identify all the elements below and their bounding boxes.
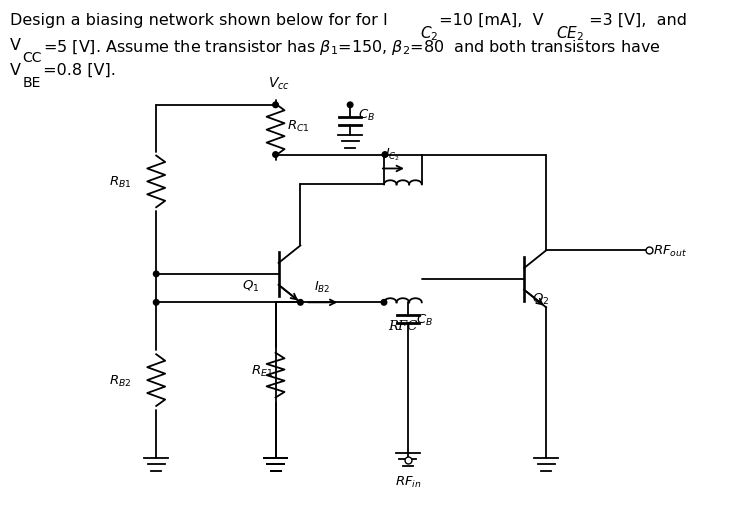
Text: V: V bbox=[10, 38, 21, 52]
Circle shape bbox=[347, 103, 353, 108]
Text: $Q_1$: $Q_1$ bbox=[242, 279, 259, 294]
Text: $V_{cc}$: $V_{cc}$ bbox=[269, 75, 291, 92]
Text: $CE_2$: $CE_2$ bbox=[556, 24, 584, 43]
Text: Design a biasing network shown below for for I: Design a biasing network shown below for… bbox=[10, 13, 388, 27]
Text: $I_{B2}$: $I_{B2}$ bbox=[314, 280, 331, 295]
Circle shape bbox=[381, 300, 387, 305]
Text: $R_{C1}$: $R_{C1}$ bbox=[288, 119, 310, 134]
Text: =5 [V]. Assume the transistor has $\beta_1$=150, $\beta_2$=80  and both transist: =5 [V]. Assume the transistor has $\beta… bbox=[38, 38, 660, 56]
Text: $I_{C_2}$: $I_{C_2}$ bbox=[386, 146, 401, 162]
Circle shape bbox=[154, 272, 159, 277]
Text: RFC: RFC bbox=[388, 320, 418, 332]
Text: $R_{E1}$: $R_{E1}$ bbox=[251, 363, 273, 378]
Text: V: V bbox=[10, 63, 21, 77]
Circle shape bbox=[383, 153, 388, 158]
Text: BE: BE bbox=[23, 76, 41, 90]
Text: =3 [V],  and: =3 [V], and bbox=[584, 13, 687, 27]
Text: $R_{B1}$: $R_{B1}$ bbox=[108, 175, 131, 189]
Circle shape bbox=[297, 300, 303, 305]
Text: $RF_{out}$: $RF_{out}$ bbox=[654, 243, 687, 259]
Text: =0.8 [V].: =0.8 [V]. bbox=[38, 63, 115, 77]
Text: $Q_2$: $Q_2$ bbox=[532, 292, 550, 307]
Text: $C_B$: $C_B$ bbox=[358, 108, 375, 123]
Text: $R_{B2}$: $R_{B2}$ bbox=[109, 373, 131, 388]
Text: =10 [mA],  V: =10 [mA], V bbox=[434, 13, 544, 27]
Text: CC: CC bbox=[23, 51, 42, 65]
Text: $C_2$: $C_2$ bbox=[420, 24, 438, 43]
Circle shape bbox=[154, 300, 159, 305]
Text: $C_B$: $C_B$ bbox=[416, 312, 433, 327]
Circle shape bbox=[273, 153, 279, 158]
Text: $RF_{in}$: $RF_{in}$ bbox=[395, 474, 421, 489]
Circle shape bbox=[273, 103, 279, 108]
